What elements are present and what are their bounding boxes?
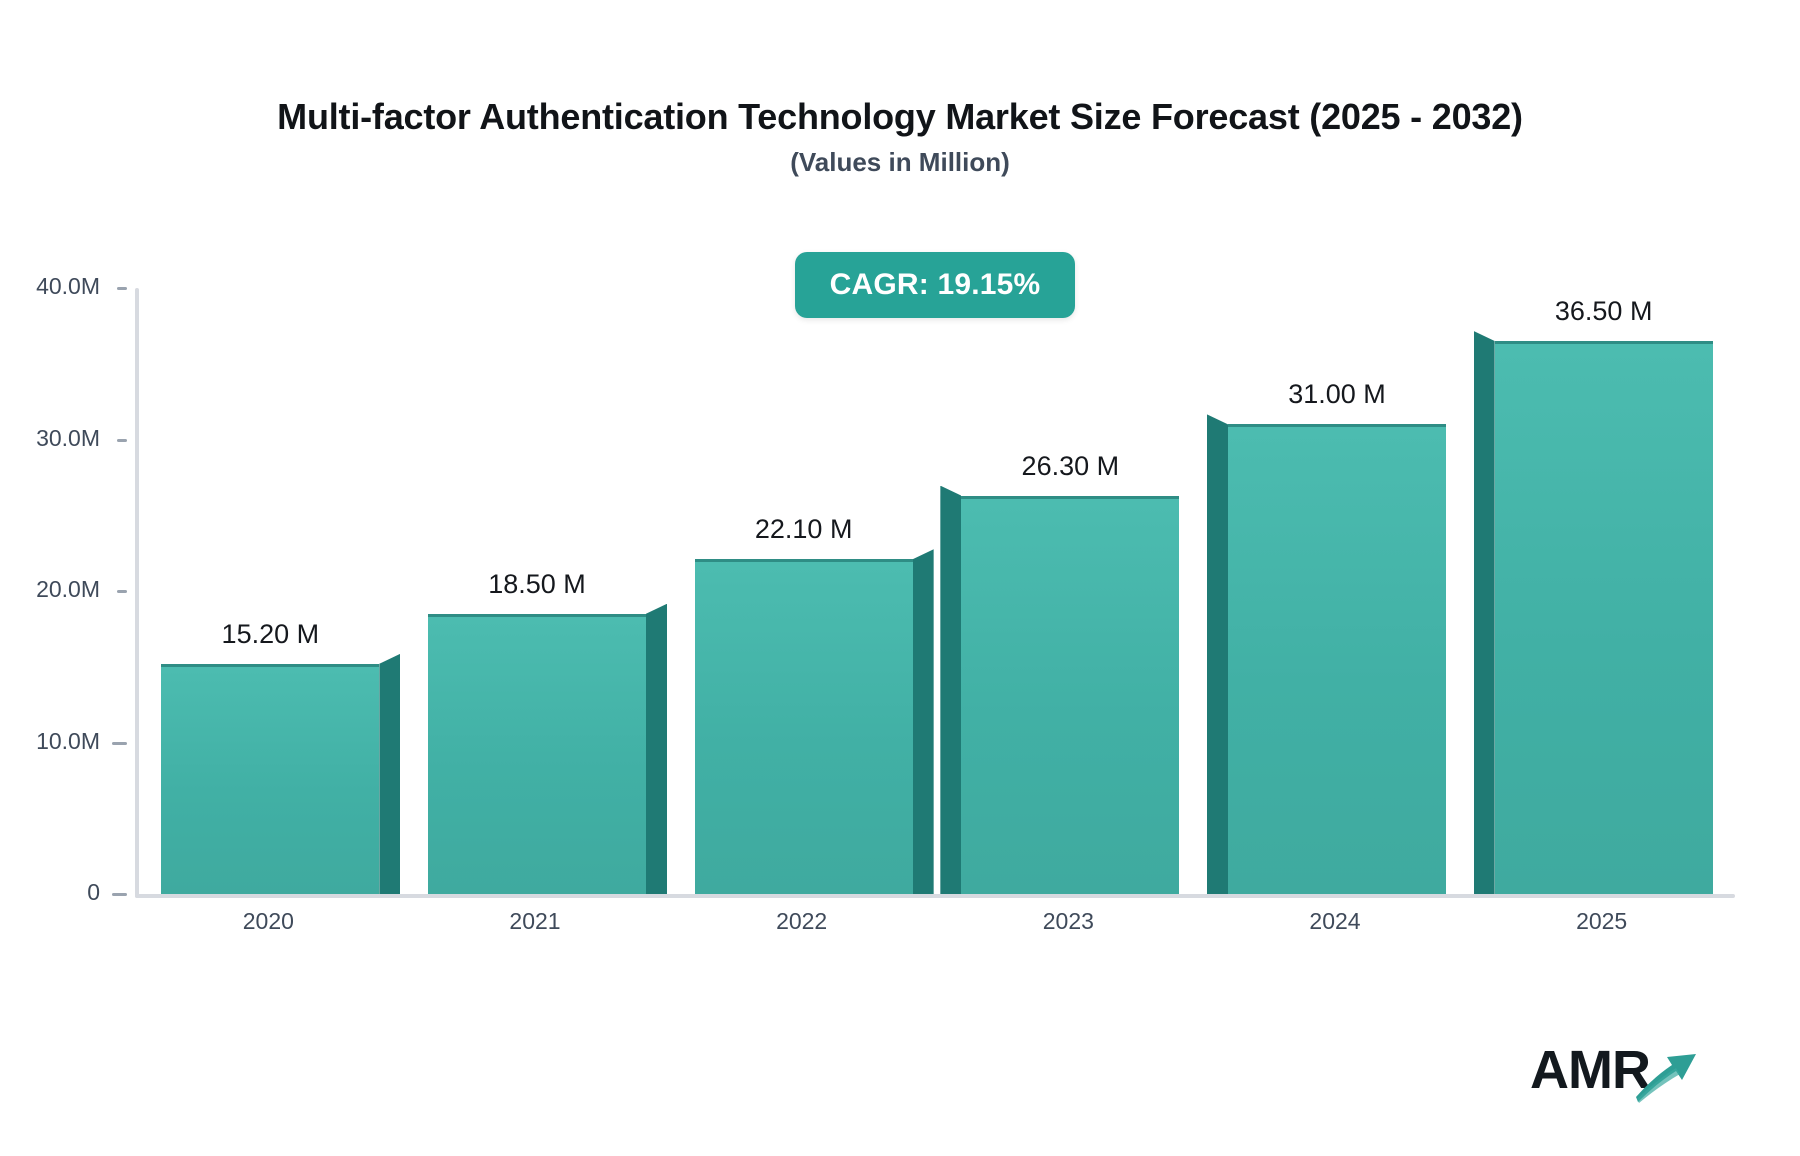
bar-2025: 36.50 M [1473, 296, 1713, 894]
bar-face [961, 495, 1180, 894]
x-axis-tick-label: 2020 [242, 908, 294, 934]
trending-up-arrow-icon [1636, 1044, 1710, 1106]
amr-logo-text: AMR [1530, 1040, 1651, 1100]
bar-face [1228, 424, 1446, 894]
bar-value-label: 36.50 M [1554, 296, 1653, 327]
page-title: Multi-factor Authentication Technology M… [277, 96, 1523, 137]
y-axis-tick-mark [117, 438, 127, 442]
bar-side-panel [1207, 414, 1228, 894]
bar-face [1494, 341, 1713, 894]
y-axis-tick-mark [112, 741, 127, 745]
x-axis-tick-label: 2023 [1042, 908, 1094, 934]
y-axis-tick-mark [117, 590, 127, 593]
bar-value-label: 22.10 M [754, 514, 853, 545]
amr-logo: AMR [1530, 1040, 1710, 1110]
y-axis-tick-label: 40.0M [36, 273, 100, 299]
cagr-badge-label: CAGR: 19.15% [829, 268, 1041, 301]
bar-2024: 31.00 M [1207, 379, 1446, 894]
bar-value-label: 18.50 M [488, 568, 586, 599]
y-axis-tick-label: 30.0M [36, 424, 100, 451]
y-axis-tick-label: 0 [87, 879, 100, 905]
bar-value-label: 31.00 M [1288, 379, 1386, 410]
y-axis-tick-mark [117, 287, 127, 290]
bar-value-label: 26.30 M [1021, 450, 1120, 481]
y-axis-line [135, 288, 139, 898]
chart-subtitle: (Values in Million) [790, 147, 1010, 177]
bar-side-panel [1473, 331, 1495, 894]
y-axis-tick-mark [112, 893, 127, 896]
bar-side-panel [646, 603, 667, 894]
y-axis-tick-label: 20.0M [36, 576, 100, 602]
bar-2022: 22.10 M [694, 514, 934, 894]
bar-face [161, 663, 380, 894]
bar-side-panel [912, 549, 934, 894]
bar-face [428, 613, 646, 894]
x-axis-tick-label: 2024 [1309, 908, 1361, 934]
x-axis-line [135, 894, 1735, 898]
bar-value-label: 15.20 M [221, 618, 320, 649]
bar-2020: 15.20 M [161, 619, 401, 894]
x-axis-tick-label: 2025 [1576, 908, 1628, 934]
y-axis-tick-label: 10.0M [36, 727, 100, 754]
x-axis-tick-label: 2022 [776, 908, 828, 934]
bar-side-panel [940, 485, 962, 894]
bar-face [694, 559, 913, 894]
bar-2021: 18.50 M [428, 569, 667, 894]
bar-2023: 26.30 M [940, 451, 1180, 894]
cagr-badge: CAGR: 19.15% [795, 252, 1075, 318]
plot-area: 0 10.0M 20.0M 30.0M 40.0M 15.20 M 18.50 M 22.1… [36, 273, 1735, 934]
x-axis-tick-label: 2021 [509, 908, 561, 934]
bar-side-panel [379, 653, 401, 894]
